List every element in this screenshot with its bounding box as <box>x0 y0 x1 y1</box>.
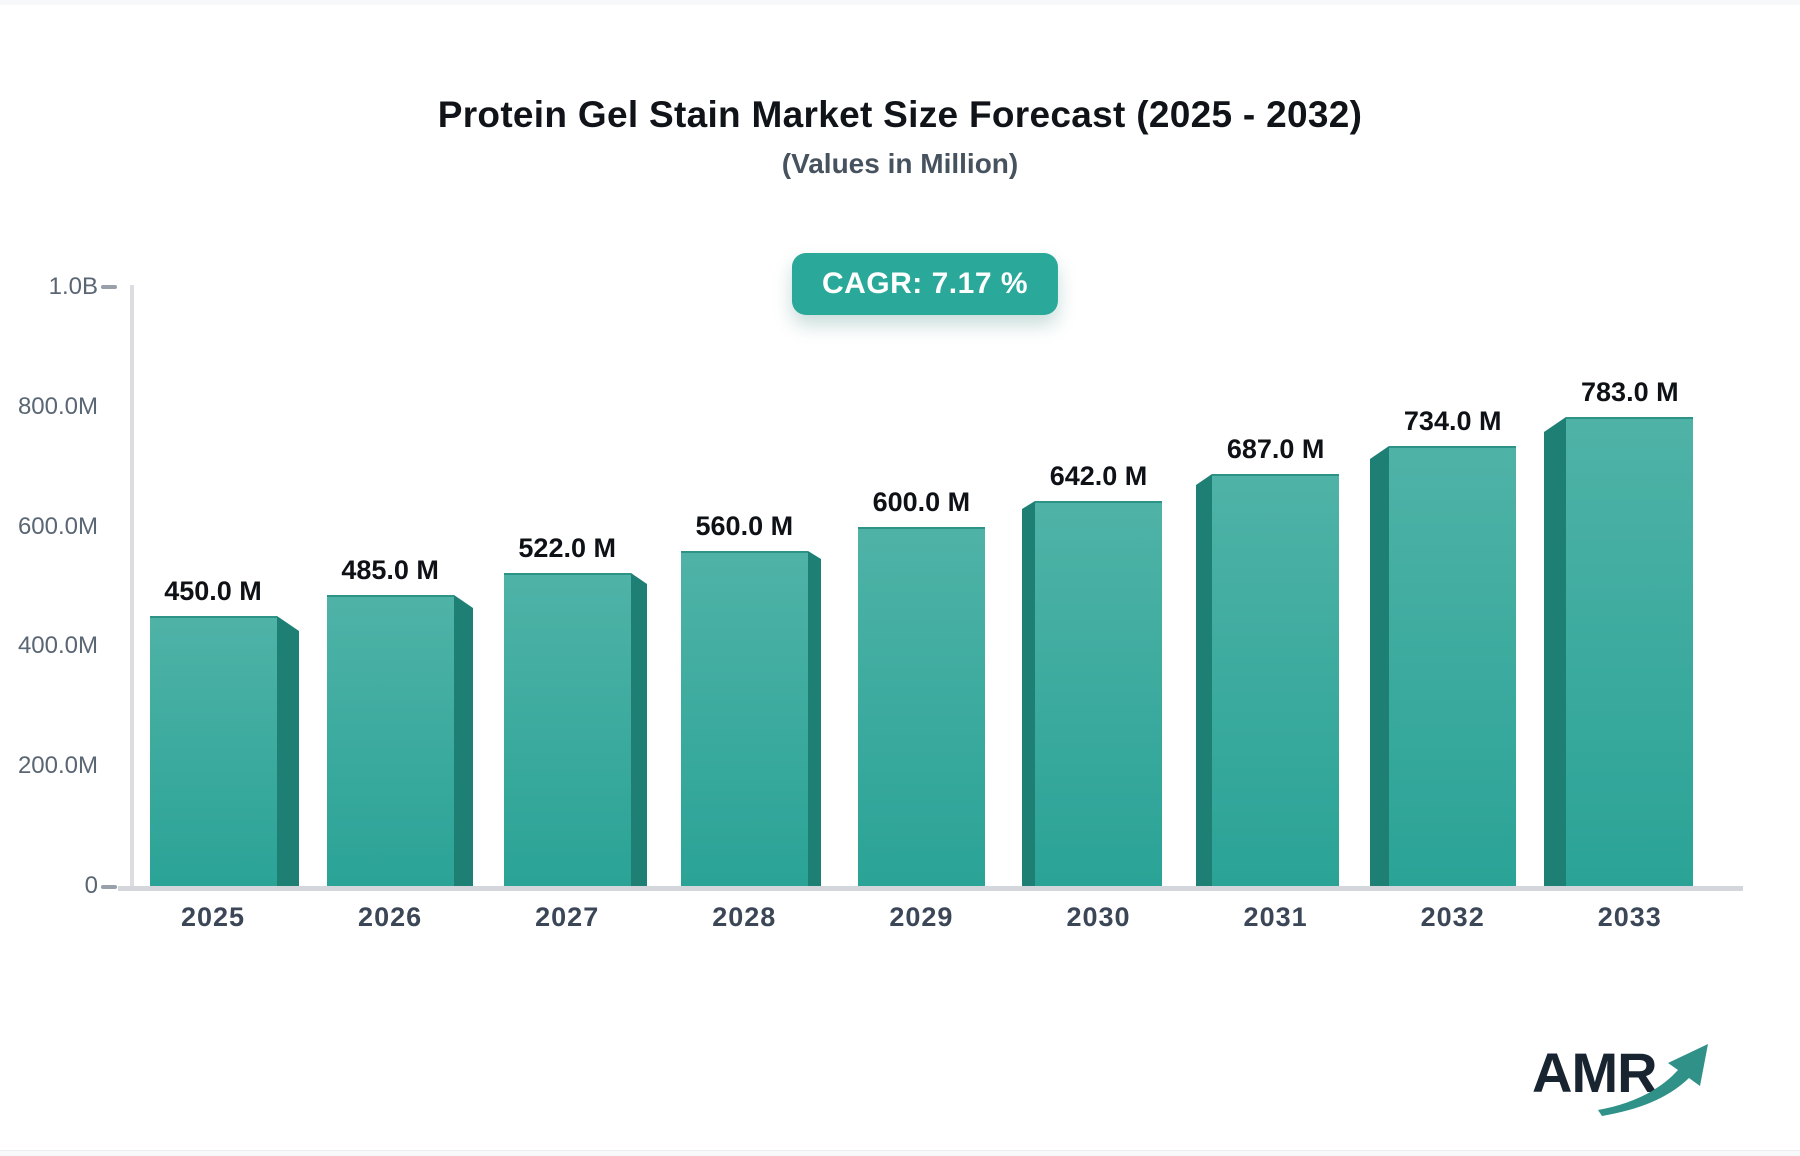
y-axis-tick-label: 600.0M <box>17 512 98 540</box>
bar-2025[interactable] <box>150 616 277 886</box>
top-edge-strip <box>0 0 1800 5</box>
y-axis-zero-tick <box>101 885 117 889</box>
bar-value-label-2029: 600.0 M <box>872 487 971 517</box>
bar-value-label-2025: 450.0 M <box>164 576 262 606</box>
x-axis-label-2029: 2029 <box>889 902 954 932</box>
amr-logo: AMR <box>1532 1030 1742 1130</box>
x-axis-label-2027: 2027 <box>535 902 600 932</box>
y-axis-tick-label: 400.0M <box>17 632 98 660</box>
bar-2029[interactable] <box>858 527 985 886</box>
bar-value-label-2031: 687.0 M <box>1226 434 1325 464</box>
amr-logo-text: AMR <box>1532 1041 1658 1104</box>
x-axis-label-2033: 2033 <box>1597 902 1662 932</box>
cagr-badge: CAGR: 7.17 % <box>791 253 1059 315</box>
bar-2030[interactable] <box>1035 501 1162 886</box>
y-axis-line <box>130 285 134 888</box>
chart-subtitle: (Values in Million) <box>781 148 1019 179</box>
bar-value-label-2027: 522.0 M <box>518 533 616 563</box>
bar-value-label-2032: 734.0 M <box>1403 406 1502 436</box>
x-axis-label-2025: 2025 <box>180 902 246 932</box>
bar-2028[interactable] <box>681 551 808 886</box>
trend-arrow-icon <box>1598 1044 1708 1116</box>
x-axis-label-2031: 2031 <box>1243 902 1308 932</box>
y-axis-tick-label: 0 <box>84 872 98 899</box>
y-axis-top-tick <box>101 285 117 289</box>
bar-2026[interactable] <box>327 595 454 886</box>
bar-value-label-2026: 485.0 M <box>341 555 439 585</box>
bottom-edge-strip <box>0 1150 1800 1156</box>
bar-value-label-2028: 560.0 M <box>695 511 794 541</box>
bar-side-2030 <box>1022 501 1035 886</box>
x-axis-label-2030: 2030 <box>1066 902 1131 932</box>
bar-value-label-2033: 783.0 M <box>1581 377 1679 407</box>
y-axis-tick-label: 1.0B <box>48 273 98 300</box>
bar-side-2027 <box>631 573 647 886</box>
x-axis-label-2028: 2028 <box>712 902 777 932</box>
bar-side-2025 <box>277 616 299 886</box>
bar-side-2026 <box>454 595 473 886</box>
bar-2033[interactable] <box>1566 417 1693 886</box>
bar-2031[interactable] <box>1212 474 1339 886</box>
chart-title: Protein Gel Stain Market Size Forecast (… <box>437 94 1363 135</box>
x-axis-line <box>118 886 1743 891</box>
bar-side-2033 <box>1544 417 1566 886</box>
bar-side-2031 <box>1196 474 1212 886</box>
y-axis-tick-label: 200.0M <box>17 752 98 780</box>
y-axis-tick-label: 800.0M <box>17 392 98 420</box>
bar-side-2028 <box>808 551 821 886</box>
x-axis-label-2032: 2032 <box>1420 902 1485 932</box>
bar-2027[interactable] <box>504 573 631 886</box>
bar-side-2032 <box>1370 446 1389 886</box>
bar-2032[interactable] <box>1389 446 1516 886</box>
x-axis-label-2026: 2026 <box>358 902 423 932</box>
bar-value-label-2030: 642.0 M <box>1049 461 1148 491</box>
